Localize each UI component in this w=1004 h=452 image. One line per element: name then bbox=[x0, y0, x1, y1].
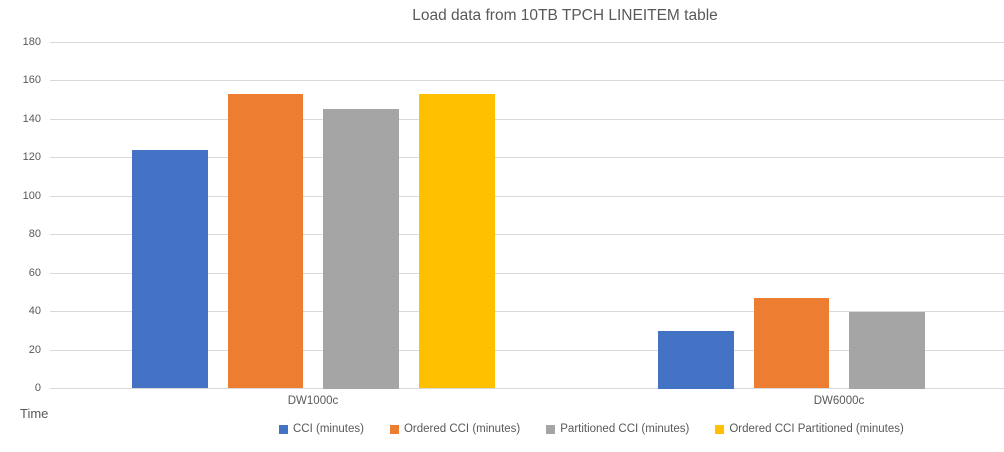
legend-swatch-icon bbox=[715, 424, 725, 434]
bar-dw1000c-series-1 bbox=[227, 93, 304, 389]
category-label-dw6000c: DW6000c bbox=[813, 395, 865, 407]
gridline-y-180 bbox=[50, 41, 1004, 43]
y-axis-tick-label: 180 bbox=[22, 35, 41, 48]
gridline-y-160 bbox=[50, 80, 1004, 81]
y-axis-tick-label: 60 bbox=[28, 266, 41, 279]
y-axis-tick-label: 20 bbox=[28, 343, 41, 356]
gridline-y-100 bbox=[50, 195, 1004, 197]
bar-dw1000c-series-3 bbox=[419, 93, 495, 389]
gridline-y-40 bbox=[50, 311, 1004, 312]
legend-item-series-1: Ordered CCI (minutes) bbox=[389, 423, 521, 435]
y-axis-tick-label: 140 bbox=[22, 112, 41, 125]
y-axis-tick-label: 100 bbox=[22, 189, 41, 202]
gridline-y-60 bbox=[50, 272, 1004, 274]
bar-dw1000c-series-2 bbox=[323, 109, 399, 389]
legend-swatch-icon bbox=[279, 424, 288, 434]
gridline-y-120 bbox=[50, 157, 1004, 158]
legend-label: Partitioned CCI (minutes) bbox=[560, 423, 690, 435]
gridline-y-20 bbox=[50, 349, 1004, 351]
gridline-y-80 bbox=[50, 234, 1004, 235]
legend-label: CCI (minutes) bbox=[293, 423, 364, 435]
legend: CCI (minutes) Ordered CCI (minutes) Partit… bbox=[279, 423, 904, 435]
y-axis-tick-label: 120 bbox=[22, 151, 41, 163]
legend-item-series-2: Partitioned CCI (minutes) bbox=[546, 423, 689, 435]
y-axis-tick-label: 160 bbox=[22, 74, 41, 86]
legend-item-series-3: Ordered CCI Partitioned (minutes) bbox=[715, 423, 904, 435]
legend-swatch-icon bbox=[546, 424, 556, 434]
chart-title: Load data from 10TB TPCH LINEITEM table bbox=[412, 7, 718, 24]
bar-dw6000c-series-2 bbox=[849, 311, 925, 389]
bar-dw1000c-series-0 bbox=[132, 149, 208, 389]
gridline-y-0 bbox=[50, 388, 1004, 389]
legend-label: Ordered CCI (minutes) bbox=[403, 423, 521, 435]
y-axis-tick-label: 40 bbox=[28, 305, 41, 317]
category-label-dw1000c: DW1000c bbox=[287, 395, 339, 407]
bar-dw6000c-series-1 bbox=[753, 298, 830, 389]
x-axis-title: Time bbox=[20, 406, 49, 421]
legend-swatch-icon bbox=[389, 424, 399, 434]
bar-dw6000c-series-0 bbox=[658, 330, 734, 389]
legend-item-series-0: CCI (minutes) bbox=[279, 423, 364, 435]
gridline-y-140 bbox=[50, 118, 1004, 120]
y-axis-tick-label: 0 bbox=[34, 382, 41, 394]
legend-label: Ordered CCI Partitioned (minutes) bbox=[729, 423, 904, 435]
y-axis-tick-label: 80 bbox=[28, 228, 41, 240]
